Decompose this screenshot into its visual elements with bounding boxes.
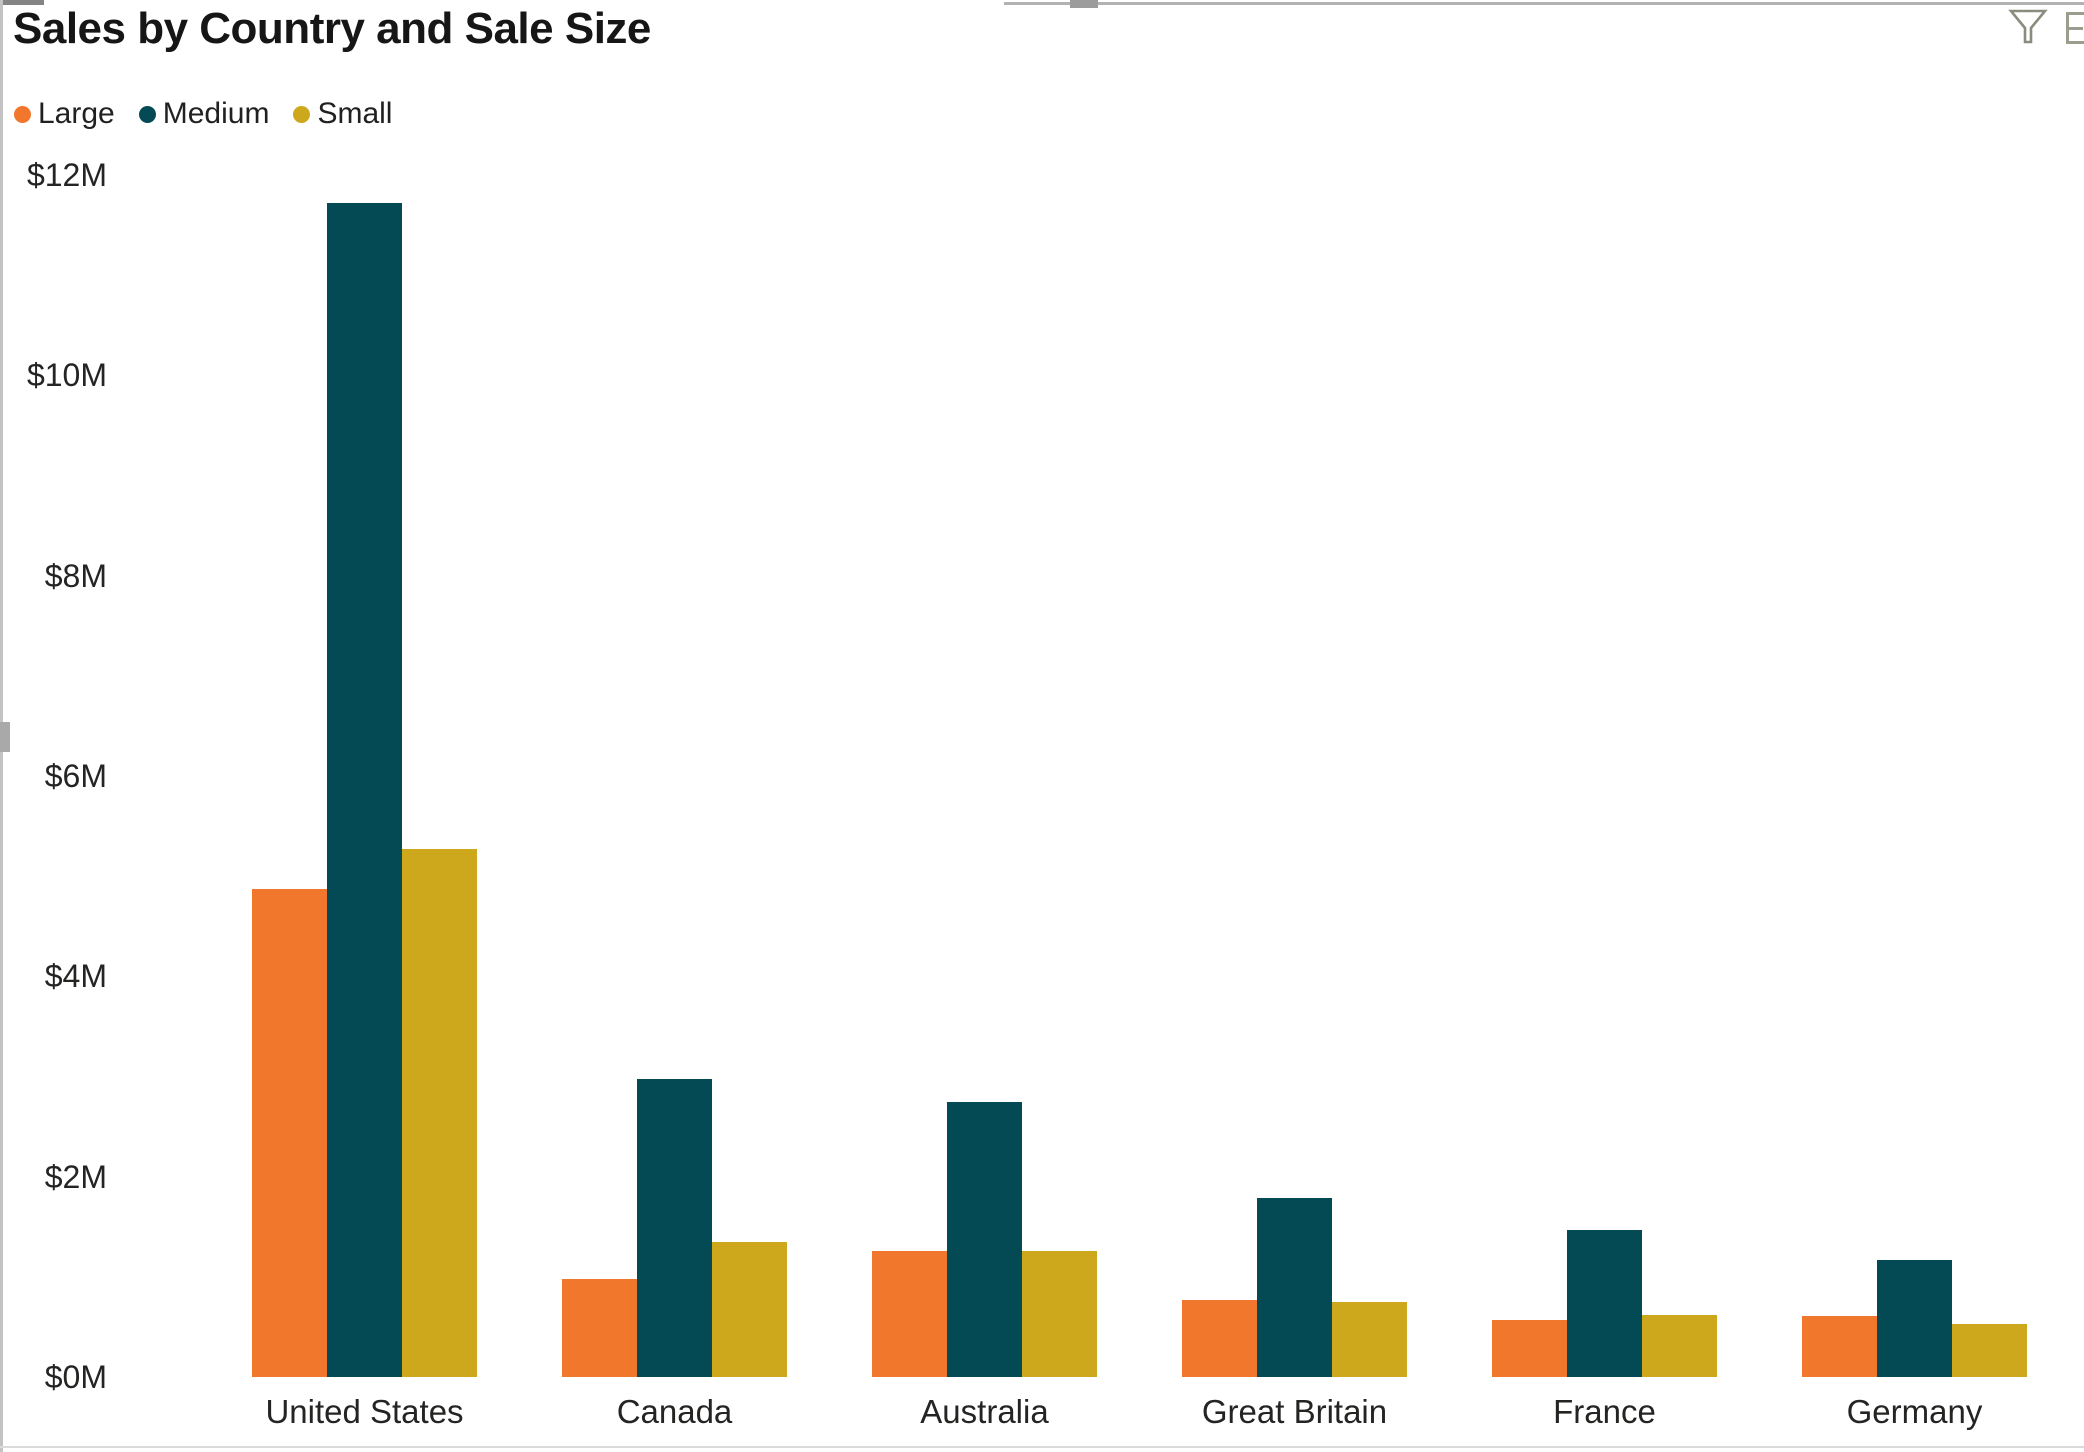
bar-small-australia[interactable]	[1022, 1250, 1097, 1377]
legend-dot-medium	[138, 105, 156, 123]
y-axis-tick--4m: $4M	[44, 958, 107, 995]
bar-small-canada[interactable]	[712, 1241, 787, 1377]
legend-label-medium: Medium	[162, 97, 270, 130]
y-axis-tick--8m: $8M	[44, 557, 107, 594]
legend-label-small: Small	[317, 97, 393, 130]
more-options-partial-icon[interactable]	[2066, 12, 2084, 44]
x-axis-label-canada: Canada	[616, 1393, 733, 1430]
bar-medium-canada[interactable]	[637, 1078, 712, 1377]
bar-large-canada[interactable]	[562, 1278, 637, 1377]
bar-small-france[interactable]	[1642, 1314, 1717, 1377]
visual-bottom-border	[0, 1446, 2084, 1448]
bar-large-great-britain[interactable]	[1182, 1299, 1257, 1377]
bar-large-united-states[interactable]	[252, 889, 327, 1377]
y-axis-tick--2m: $2M	[44, 1158, 107, 1195]
x-axis-label-france: France	[1553, 1393, 1656, 1430]
x-axis-label-australia: Australia	[920, 1393, 1049, 1430]
bar-small-germany[interactable]	[1952, 1323, 2027, 1377]
y-axis-tick--10m: $10M	[26, 357, 107, 394]
legend-label-large: Large	[38, 97, 115, 130]
bar-medium-great-britain[interactable]	[1257, 1197, 1332, 1377]
x-axis-label-united-states: United States	[265, 1393, 464, 1430]
bar-small-great-britain[interactable]	[1332, 1301, 1407, 1377]
filter-icon[interactable]	[2008, 8, 2048, 46]
bar-medium-germany[interactable]	[1877, 1259, 1952, 1377]
y-axis-tick--12m: $12M	[26, 157, 107, 193]
top-left-resize-handle[interactable]	[0, 0, 44, 5]
top-scrollbar-thumb[interactable]	[1070, 0, 1098, 8]
bar-small-united-states[interactable]	[402, 849, 477, 1377]
bar-medium-united-states[interactable]	[327, 203, 402, 1377]
bar-medium-france[interactable]	[1567, 1229, 1642, 1377]
x-axis-label-great-britain: Great Britain	[1201, 1393, 1388, 1430]
top-scrollbar-track	[1004, 2, 2084, 5]
chart-legend: Large Medium Small	[14, 93, 392, 135]
bar-large-france[interactable]	[1492, 1319, 1567, 1377]
left-scrollbar-thumb[interactable]	[0, 722, 10, 752]
legend-dot-small	[293, 105, 311, 123]
y-axis-tick--0m: $0M	[44, 1359, 107, 1395]
y-axis-tick--6m: $6M	[44, 758, 107, 794]
bar-medium-australia[interactable]	[947, 1101, 1022, 1377]
legend-dot-large	[14, 105, 31, 123]
legend-item-large[interactable]: Large	[14, 97, 115, 131]
chart-title: Sales by Country and Sale Size	[13, 4, 651, 53]
bar-large-germany[interactable]	[1802, 1315, 1877, 1377]
bar-large-australia[interactable]	[872, 1250, 947, 1377]
legend-item-small[interactable]: Small	[293, 97, 392, 131]
x-axis-label-germany: Germany	[1846, 1393, 1983, 1430]
legend-item-medium[interactable]: Medium	[138, 97, 270, 131]
